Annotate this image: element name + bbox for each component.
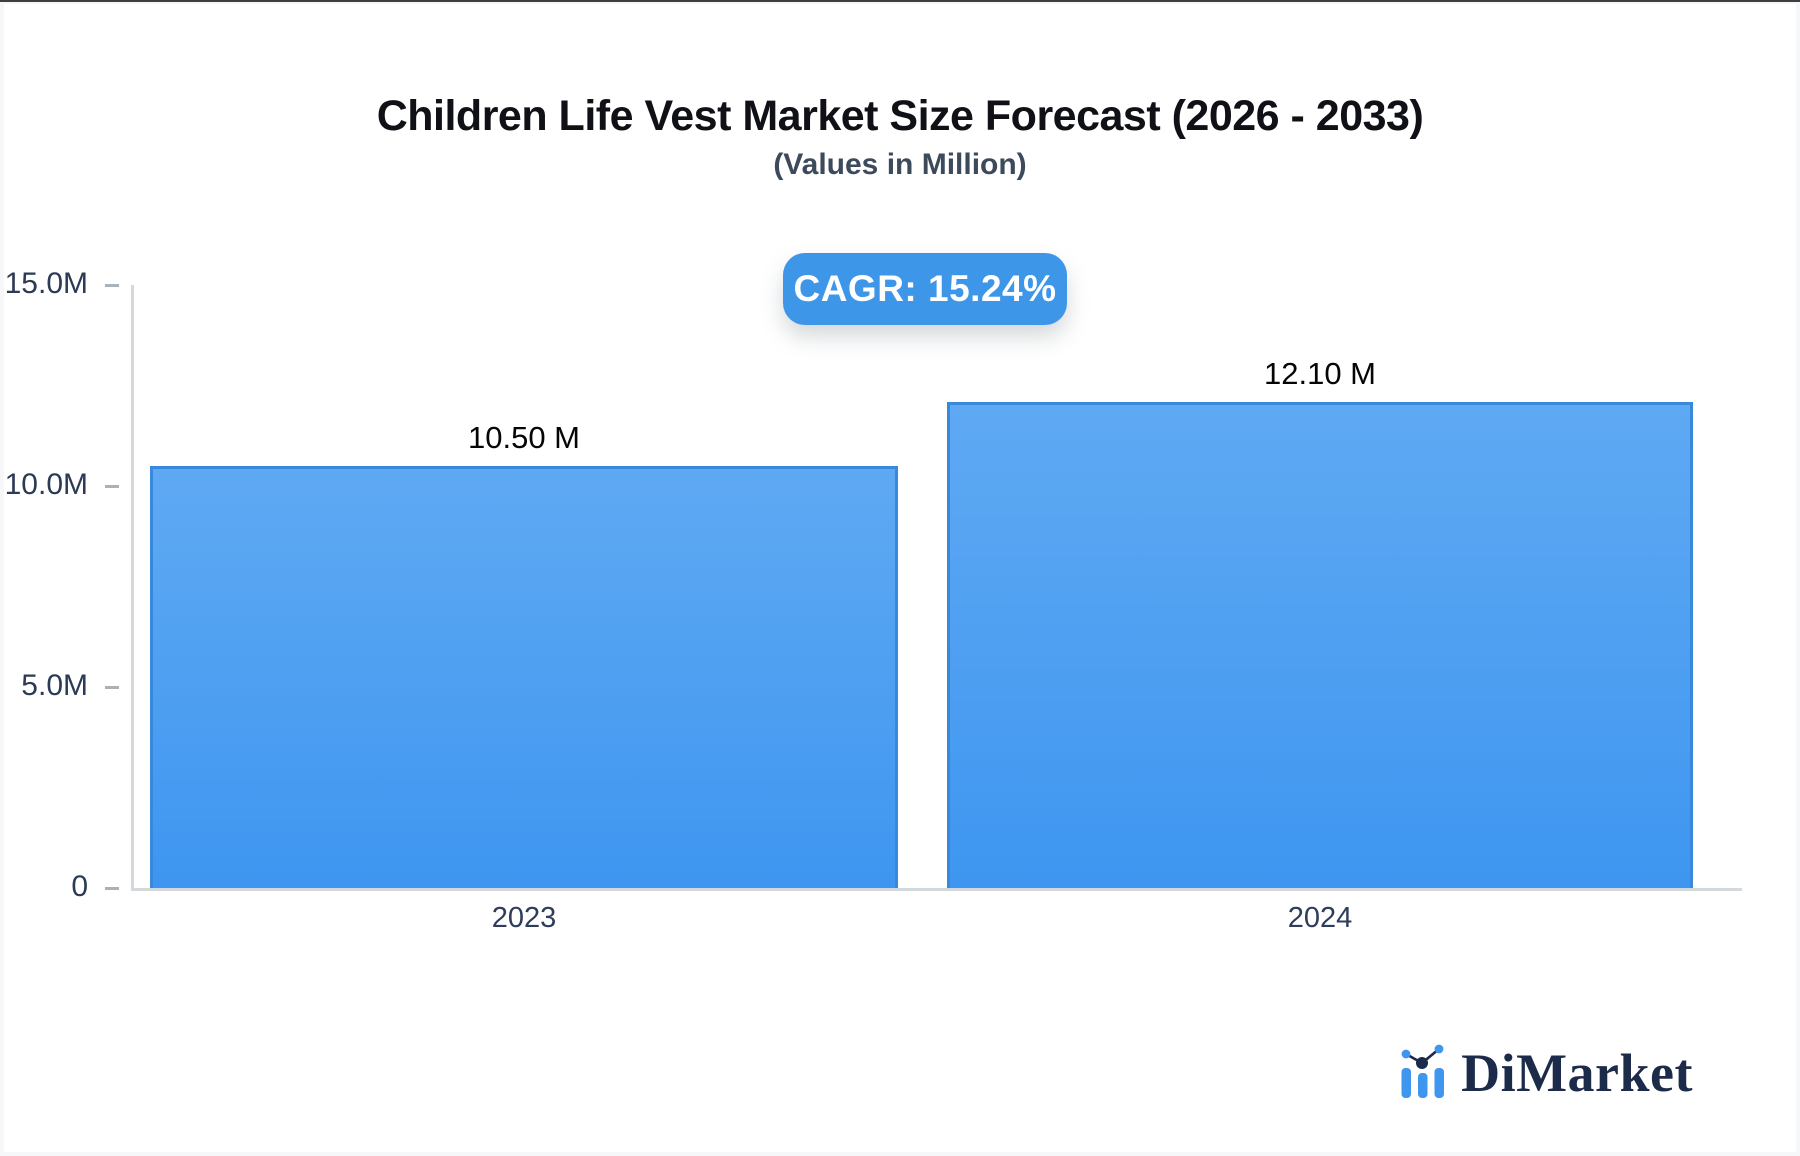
y-axis-tick-mark — [105, 887, 119, 890]
bar-value-label: 12.10 M — [1263, 355, 1376, 391]
cagr-badge-label: CAGR: 15.24% — [793, 268, 1057, 309]
y-axis-tick-mark — [105, 686, 119, 689]
chart-subtitle: (Values in Million) — [773, 148, 1027, 181]
y-axis-tick-label: 10.0M — [4, 468, 88, 501]
bar-2023 — [150, 465, 898, 888]
logo-text: DiMarket — [1461, 1043, 1693, 1103]
y-axis-line — [131, 285, 134, 891]
bar-2024 — [947, 401, 1693, 888]
y-axis-tick-mark — [105, 485, 119, 488]
bar-value-label: 10.50 M — [467, 419, 580, 455]
page-top-border — [0, 0, 1800, 2]
chart-title: Children Life Vest Market Size Forecast … — [376, 92, 1424, 140]
bar-group-2024: 12.10 M 2024 — [947, 285, 1693, 934]
cagr-badge: CAGR: 15.24% — [783, 253, 1067, 325]
bar-chart-logo-icon — [1401, 1044, 1445, 1098]
y-axis-tick-label: 0 — [71, 870, 88, 903]
dimarket-logo: DiMarket — [1399, 1044, 1693, 1100]
x-axis-line — [131, 888, 1742, 891]
x-axis-label-2024: 2024 — [1287, 902, 1353, 934]
y-axis-tick-label: 15.0M — [4, 267, 88, 300]
bar-group-2023: 10.50 M 2023 — [150, 285, 898, 934]
y-axis-tick-mark — [105, 284, 119, 287]
y-axis-tick-label: 5.0M — [21, 669, 88, 702]
x-axis-label-2023: 2023 — [491, 902, 557, 934]
y-axis: 0 5.0M 10.0M 15.0M — [0, 267, 131, 903]
plot-area: 10.50 M 2023 12.10 M 2024 — [131, 285, 1742, 934]
